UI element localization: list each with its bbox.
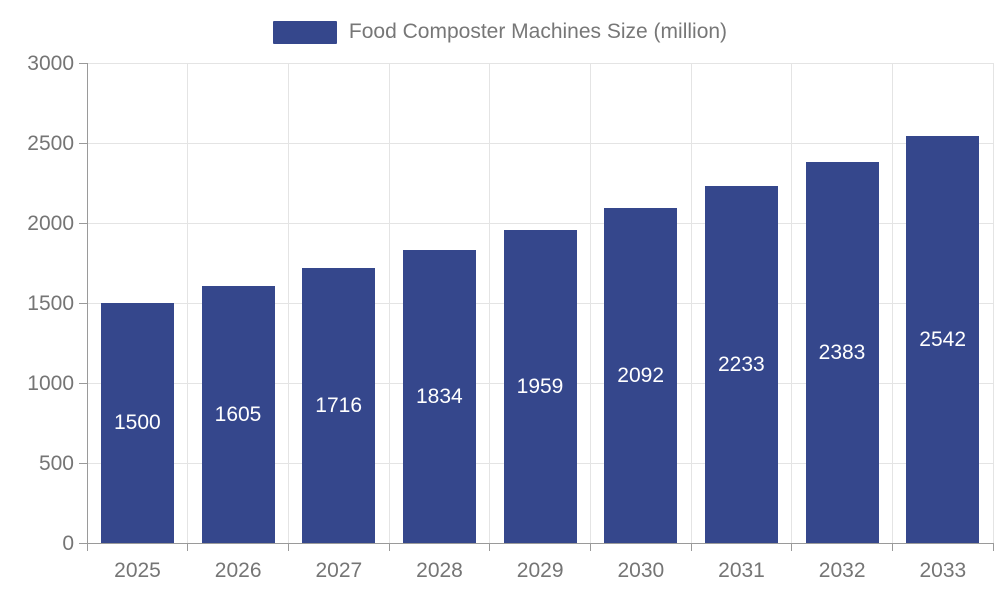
x-axis-tick — [589, 543, 591, 551]
x-axis-tick-label: 2025 — [114, 559, 161, 582]
gridline-horizontal — [88, 62, 994, 64]
x-axis-tick — [791, 543, 793, 551]
bar-2025[interactable]: 1500 — [100, 303, 174, 543]
gridline-horizontal — [88, 222, 994, 224]
y-axis-tick — [79, 382, 87, 384]
bar-value-label: 2092 — [617, 363, 665, 387]
bar-2033[interactable]: 2542 — [906, 136, 980, 543]
legend-item[interactable]: Food Composter Machines Size (million) — [272, 20, 728, 44]
gridline-vertical — [791, 63, 793, 543]
x-axis-tick-label: 2033 — [919, 559, 967, 582]
y-axis-tick — [79, 462, 87, 464]
x-axis-tick — [489, 543, 491, 551]
x-axis-tick — [187, 543, 189, 551]
y-axis-tick — [79, 222, 87, 224]
bar-2029[interactable]: 1959 — [503, 230, 577, 543]
x-axis-tick-label: 2028 — [416, 559, 463, 582]
x-axis-tick — [287, 543, 289, 551]
x-axis-tick-label: 2032 — [818, 559, 866, 582]
gridline-vertical — [287, 63, 289, 543]
gridline-vertical — [589, 63, 591, 543]
bar-2028[interactable]: 1834 — [402, 250, 476, 543]
x-axis-tick-label: 2026 — [214, 559, 262, 582]
y-axis-tick-label: 3000 — [27, 52, 74, 75]
y-axis-tick-label: 2000 — [27, 212, 74, 235]
gridline-vertical — [690, 63, 692, 543]
x-axis-tick — [992, 543, 994, 551]
bar-value-label: 2233 — [717, 352, 765, 376]
x-axis-tick — [388, 543, 390, 551]
gridline-horizontal — [88, 142, 994, 144]
gridline-vertical — [992, 63, 994, 543]
y-axis-tick-label: 0 — [62, 532, 74, 555]
bar-value-label: 1834 — [415, 384, 463, 408]
bar-2026[interactable]: 1605 — [201, 286, 275, 543]
y-axis-tick-label: 1500 — [27, 292, 74, 315]
gridline-vertical — [388, 63, 390, 543]
x-axis-tick — [891, 543, 893, 551]
bar-2030[interactable]: 2092 — [604, 208, 678, 543]
y-axis-tick-label: 500 — [38, 452, 74, 475]
y-axis-tick — [79, 62, 87, 64]
bar-2027[interactable]: 1716 — [302, 268, 376, 543]
legend-swatch — [272, 20, 337, 44]
bar-value-label: 1959 — [516, 374, 564, 398]
bar-2032[interactable]: 2383 — [805, 162, 879, 543]
legend: Food Composter Machines Size (million) — [0, 17, 1000, 47]
bar-2031[interactable]: 2233 — [704, 186, 778, 543]
y-axis-tick-label: 1000 — [27, 372, 74, 395]
bar-value-label: 1716 — [315, 393, 363, 417]
x-axis-tick-label: 2030 — [617, 559, 665, 582]
y-axis-tick — [79, 302, 87, 304]
bar-value-label: 1605 — [214, 402, 262, 426]
y-axis-line — [87, 63, 88, 543]
gridline-vertical — [891, 63, 893, 543]
bar-value-label: 2383 — [818, 340, 866, 364]
gridline-vertical — [187, 63, 189, 543]
x-axis-tick-label: 2027 — [315, 559, 363, 582]
x-axis-tick — [690, 543, 692, 551]
y-axis-tick-label: 2500 — [27, 132, 74, 155]
gridline-vertical — [489, 63, 491, 543]
bar-value-label: 2542 — [919, 327, 967, 351]
y-axis-tick — [79, 142, 87, 144]
x-axis-tick — [86, 543, 88, 551]
x-axis-tick-label: 2029 — [516, 559, 564, 582]
x-axis-line — [87, 543, 994, 544]
x-axis-tick-label: 2031 — [718, 559, 765, 582]
legend-label: Food Composter Machines Size (million) — [348, 20, 728, 43]
y-axis-tick — [79, 542, 87, 544]
bar-value-label: 1500 — [113, 411, 161, 434]
